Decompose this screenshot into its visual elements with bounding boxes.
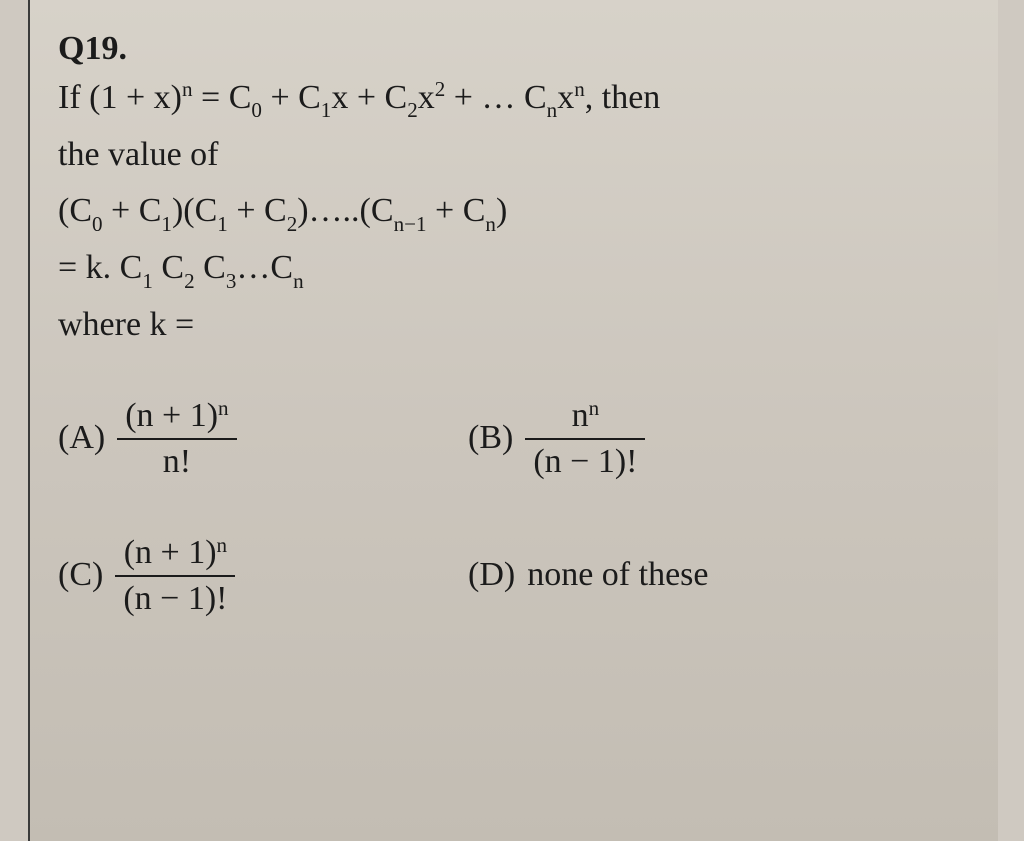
option-d-text: none of these [527,549,708,602]
option-c-numerator: (n + 1)n [116,534,235,571]
option-c[interactable]: (C) (n + 1)n (n − 1)! [58,534,378,617]
line-2: the value of [58,129,878,182]
option-b-denominator: (n − 1)! [525,443,645,480]
option-a-denominator: n! [155,443,199,480]
option-b[interactable]: (B) nn (n − 1)! [468,397,788,480]
option-c-denominator: (n − 1)! [115,580,235,617]
question-body: If (1 + x)n = C0 + C1x + C2x2 + … Cnxn, … [58,68,878,671]
option-b-fraction: nn (n − 1)! [525,397,645,480]
option-b-numerator: nn [564,397,608,434]
line1-suffix: , then [585,79,661,116]
line-5: where k = [58,299,878,352]
option-c-label: (C) [58,549,103,602]
line-4: = k. C1 C2 C3…Cn [58,242,878,295]
fraction-bar [115,575,235,577]
question-block: Q19. If (1 + x)n = C0 + C1x + C2x2 + … C… [58,24,970,671]
option-d-label: (D) [468,549,515,602]
line1-expression: (1 + x)n = C0 + C1x + C2x2 + … Cnxn [89,79,585,116]
option-a-label: (A) [58,412,105,465]
page: Q19. If (1 + x)n = C0 + C1x + C2x2 + … C… [28,0,998,841]
option-b-label: (B) [468,412,513,465]
option-d[interactable]: (D) none of these [468,549,788,602]
line-1: If (1 + x)n = C0 + C1x + C2x2 + … Cnxn, … [58,72,878,125]
line1-prefix: If [58,79,89,116]
option-row-2: (C) (n + 1)n (n − 1)! (D) none of these [58,534,878,617]
option-a-fraction: (n + 1)n n! [117,397,236,480]
fraction-bar [117,438,236,440]
option-row-1: (A) (n + 1)n n! (B) nn (n − 1)! [58,397,878,480]
option-c-fraction: (n + 1)n (n − 1)! [115,534,235,617]
line-3: (C0 + C1)(C1 + C2)…..(Cn−1 + Cn) [58,185,878,238]
options: (A) (n + 1)n n! (B) nn (n − 1)! [58,397,878,617]
option-a-numerator: (n + 1)n [117,397,236,434]
option-a[interactable]: (A) (n + 1)n n! [58,397,378,480]
fraction-bar [525,438,645,440]
question-number: Q19. [58,24,168,68]
